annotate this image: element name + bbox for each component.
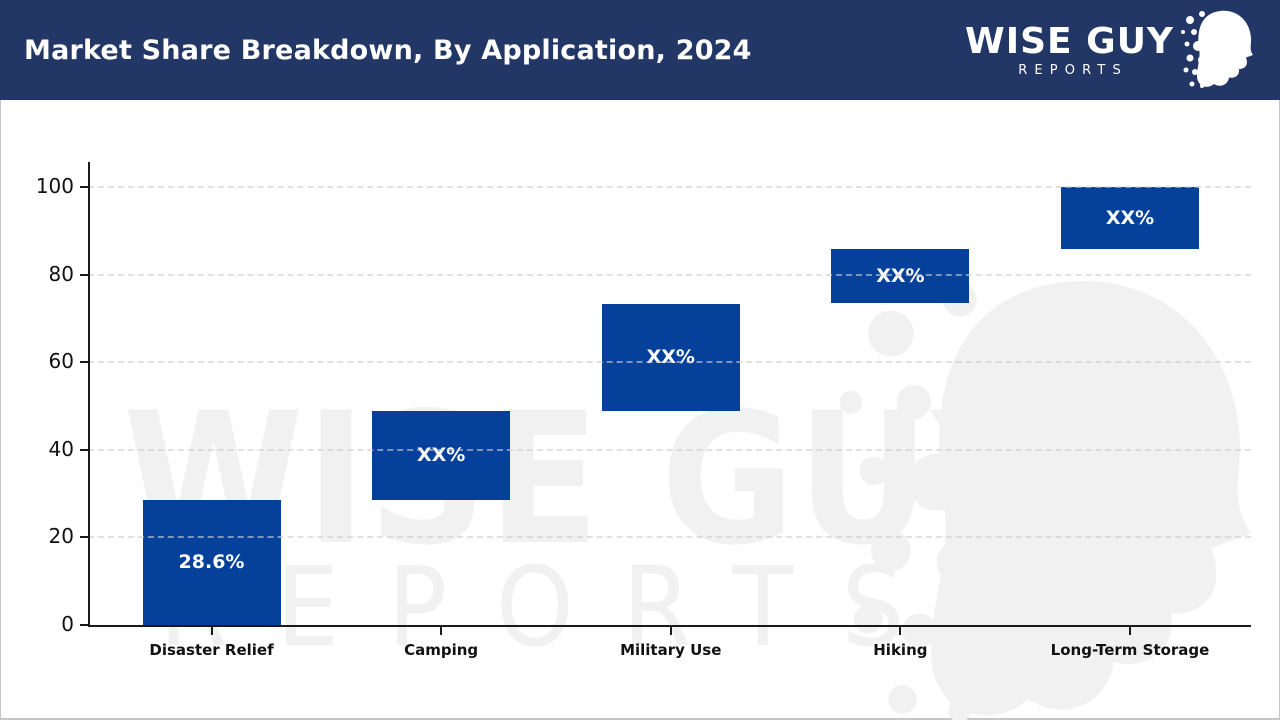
y-tick-label: 100 (35, 174, 74, 198)
x-tick-label: Disaster Relief (149, 641, 274, 659)
y-tick-label: 80 (48, 261, 74, 286)
y-tick (80, 624, 88, 626)
y-axis-line (88, 162, 90, 625)
x-axis-line (88, 625, 1251, 627)
x-tick-label: Military Use (620, 641, 722, 659)
bar-military-use: XX% (601, 303, 740, 411)
y-tick-label: 40 (48, 436, 74, 461)
watermark-face-icon (839, 280, 1251, 720)
bar-value-label: XX% (646, 346, 695, 369)
logo-line2: REPORTS (1018, 62, 1128, 78)
bar-value-label: XX% (876, 265, 925, 288)
y-tick-label: 60 (48, 349, 74, 374)
x-tick-label: Camping (404, 641, 479, 659)
x-tick (440, 627, 443, 635)
watermark-subtext: REPORTS (159, 543, 954, 671)
bar-value-label: 28.6% (178, 551, 245, 574)
x-tick (210, 627, 213, 635)
bar-hiking: XX% (831, 249, 970, 304)
y-tick (80, 448, 88, 451)
chart-title: Market Share Breakdown, By Application, … (24, 34, 752, 66)
gridline-60 (88, 361, 1251, 364)
y-tick (80, 186, 88, 188)
bar-value-label: XX% (1105, 207, 1155, 230)
gridline-80 (88, 273, 1251, 276)
logo-wordmark: WISE GUY REPORTS (964, 20, 1174, 78)
x-tick-label: Hiking (873, 641, 928, 659)
x-tick-label: Long-Term Storage (1050, 641, 1210, 659)
x-tick (899, 627, 902, 635)
y-tick (80, 536, 88, 539)
logo-line1: WISE GUY (964, 20, 1174, 62)
bar-long-term-storage: XX% (1061, 187, 1200, 250)
bar-value-label: XX% (416, 444, 466, 467)
bar-camping: XX% (372, 410, 511, 500)
gridline-40 (88, 448, 1251, 451)
y-tick (80, 273, 88, 276)
bar-disaster-relief: 28.6% (142, 499, 281, 625)
y-tick-label: 20 (48, 524, 74, 549)
y-tick (80, 361, 88, 364)
logo-face-icon (1181, 10, 1253, 88)
gridline-100 (88, 186, 1251, 188)
y-tick-label: 0 (61, 612, 74, 636)
header-bar: Market Share Breakdown, By Application, … (0, 0, 1280, 100)
x-tick (669, 627, 672, 635)
x-tick (1129, 627, 1132, 635)
wiseguy-logo: WISE GUY REPORTS (965, 8, 1256, 92)
gridline-20 (88, 536, 1251, 539)
